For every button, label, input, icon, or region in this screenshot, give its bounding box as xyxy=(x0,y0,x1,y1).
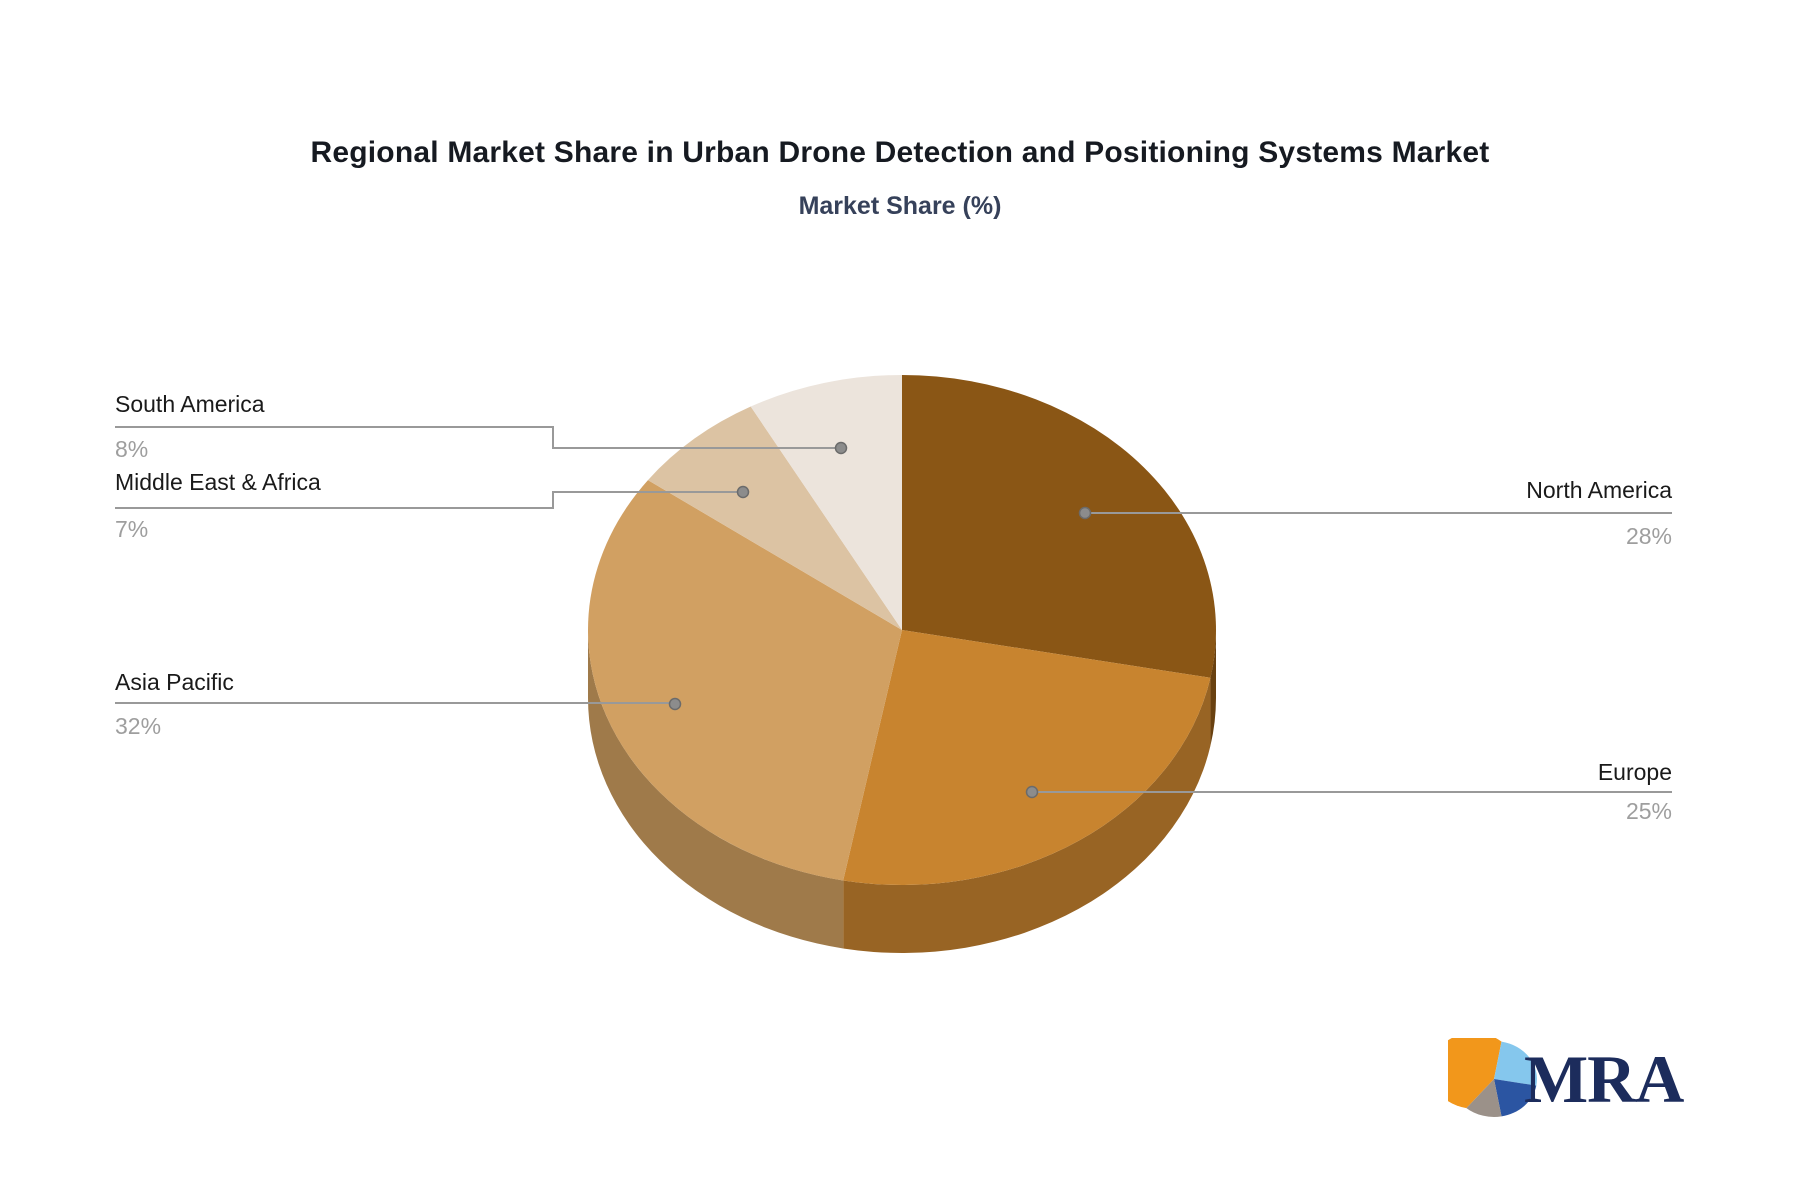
leader-lines xyxy=(115,426,1672,799)
pie-slice-europe[interactable] xyxy=(843,630,1211,885)
leader-dot-north-america xyxy=(1078,506,1092,520)
leader-line-middle-east-africa xyxy=(115,491,738,509)
leader-dot-europe xyxy=(1025,785,1039,799)
value-middle-east-africa: 7% xyxy=(115,516,149,542)
pie-slice-side-asia-pacific xyxy=(588,630,844,949)
mra-logo-pie-icon xyxy=(1448,1038,1537,1117)
label-europe: Europe xyxy=(1597,759,1672,785)
pie-slice-south-america[interactable] xyxy=(750,375,902,630)
label-asia-pacific: Asia Pacific xyxy=(115,669,234,695)
mra-logo: MRA xyxy=(1448,1038,1684,1120)
label-middle-east-africa: Middle East & Africa xyxy=(115,469,321,495)
label-north-america: North America xyxy=(1526,477,1672,503)
value-europe: 25% xyxy=(1625,798,1672,824)
chart-subtitle: Market Share (%) xyxy=(798,192,1002,220)
leader-line-south-america xyxy=(115,426,836,449)
pie-slice-side-north-america xyxy=(1210,630,1216,746)
pie-slices xyxy=(587,375,1217,953)
pie-slice-asia-pacific[interactable] xyxy=(587,480,902,881)
value-north-america: 28% xyxy=(1625,523,1672,549)
leader-dot-asia-pacific xyxy=(668,697,682,711)
pie-slice-middle-east-and-africa[interactable] xyxy=(647,406,902,630)
pie-slice-north-america[interactable] xyxy=(902,375,1217,678)
label-south-america: South America xyxy=(115,391,265,417)
leader-dot-middle-east-africa xyxy=(736,485,750,499)
value-asia-pacific: 32% xyxy=(115,713,162,739)
chart-title: Regional Market Share in Urban Drone Det… xyxy=(310,136,1490,169)
pie-slice-side-europe xyxy=(843,677,1211,953)
leader-dot-south-america xyxy=(834,441,848,455)
mra-logo-text: MRA xyxy=(1524,1041,1684,1117)
value-south-america: 8% xyxy=(115,436,149,462)
